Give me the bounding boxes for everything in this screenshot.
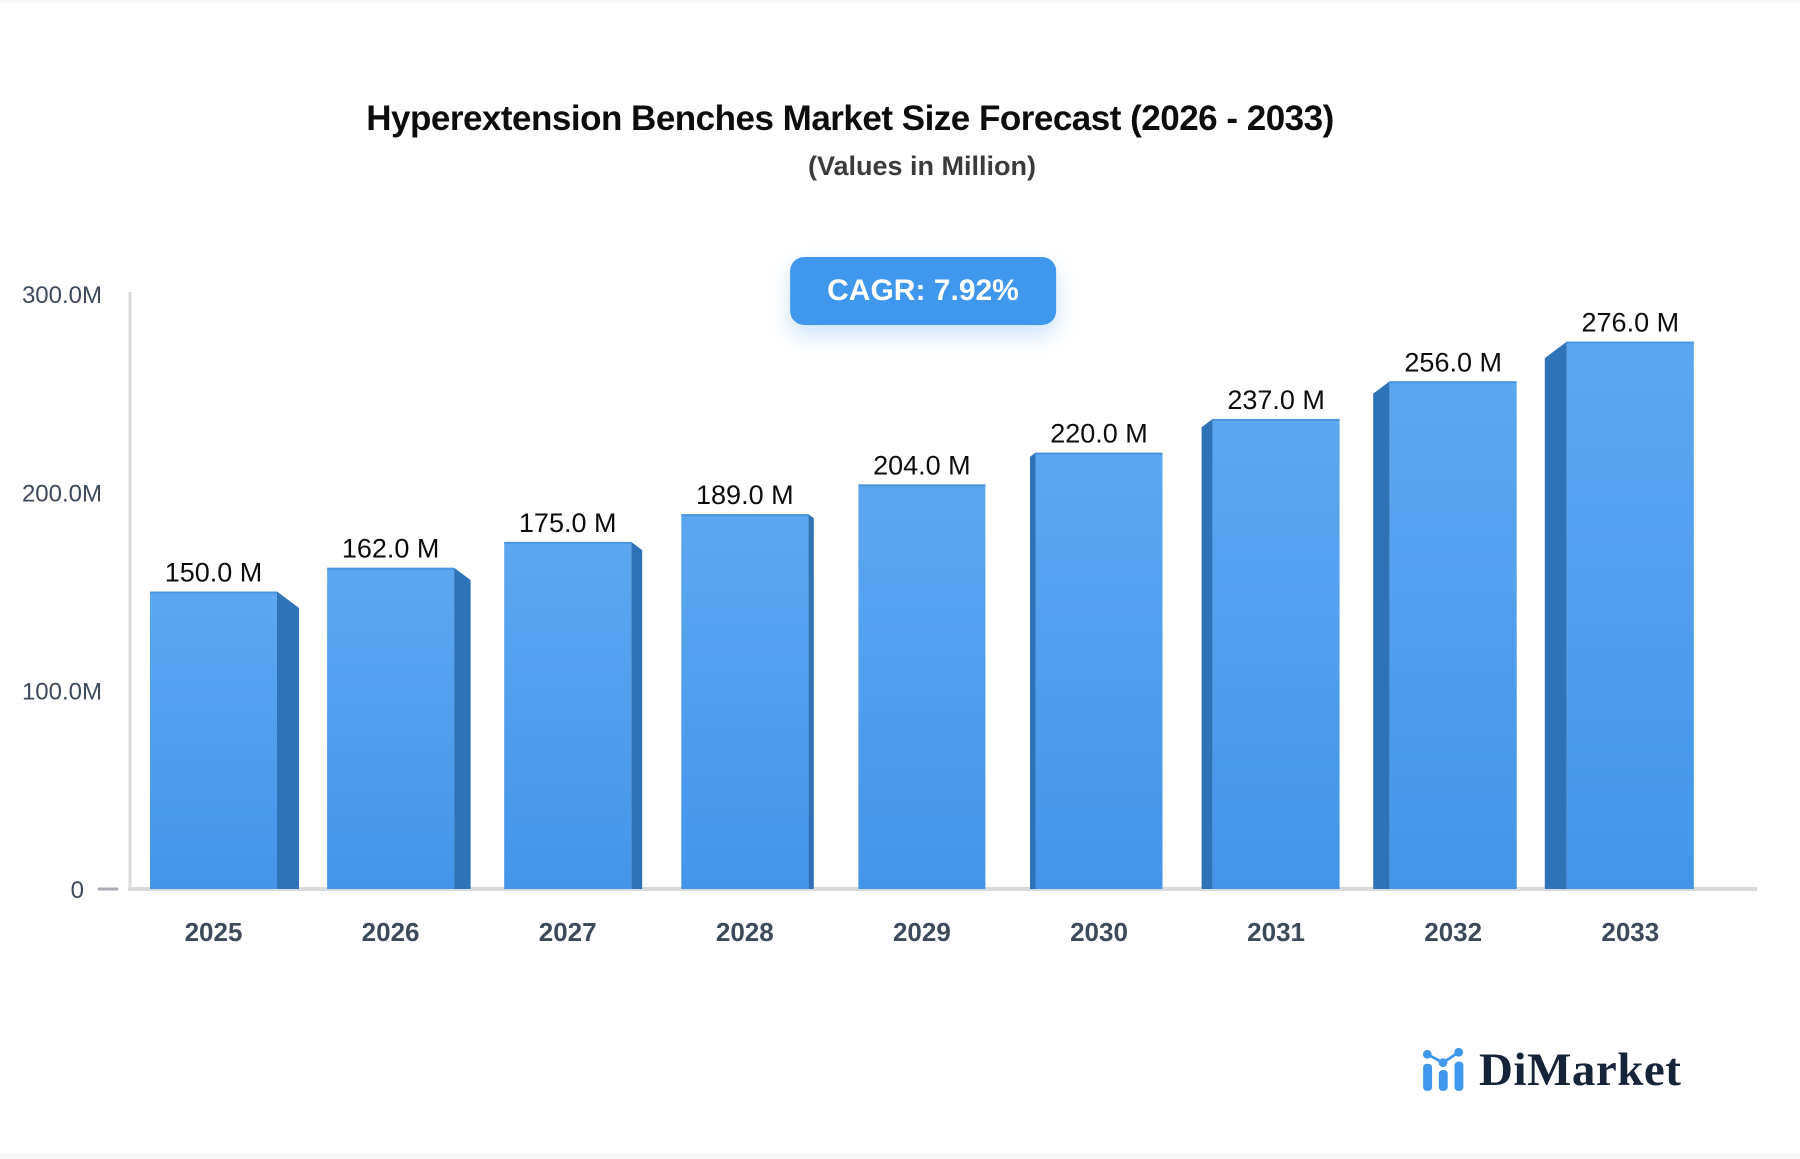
bar-side-face xyxy=(277,591,299,889)
bar-face xyxy=(150,591,277,889)
bar-group: 237.0 M 2031 xyxy=(1201,385,1340,947)
bar-value-label: 237.0 M xyxy=(1227,385,1325,415)
bar-value-label: 204.0 M xyxy=(873,450,971,480)
bar-value-label: 256.0 M xyxy=(1404,347,1502,377)
bar-group: 256.0 M 2032 xyxy=(1373,347,1517,947)
bar-group: 204.0 M 2029 xyxy=(858,450,986,947)
x-axis-label: 2026 xyxy=(362,917,420,947)
bar-value-label: 220.0 M xyxy=(1050,419,1148,449)
y-axis-label: 300.0M xyxy=(22,282,102,309)
bar-value-label: 175.0 M xyxy=(519,508,617,538)
bar-side-face xyxy=(1201,418,1213,889)
x-axis-label: 2033 xyxy=(1601,917,1659,947)
y-axis-label: 100.0M xyxy=(22,679,102,706)
bar-face xyxy=(504,541,632,889)
y-axis-label: 200.0M xyxy=(22,480,102,507)
x-axis-label: 2029 xyxy=(893,917,951,947)
chart-card: Hyperextension Benches Market Size Forec… xyxy=(0,3,1800,1153)
x-axis-label: 2031 xyxy=(1247,917,1305,947)
bar-value-label: 276.0 M xyxy=(1582,308,1680,338)
y-axis-label: 0 xyxy=(71,877,84,904)
bar-side-face xyxy=(1544,341,1567,890)
x-axis-label: 2032 xyxy=(1424,917,1482,947)
x-axis-label: 2027 xyxy=(539,917,597,947)
page-title: Hyperextension Benches Market Size Forec… xyxy=(366,99,1334,138)
bar-group: 189.0 M 2028 xyxy=(681,480,814,947)
bar-group: 276.0 M 2033 xyxy=(1544,308,1694,947)
bar-face xyxy=(327,567,455,889)
bar-value-label: 189.0 M xyxy=(696,480,794,510)
x-axis-label: 2028 xyxy=(716,917,774,947)
brand-name: DiMarket xyxy=(1479,1043,1682,1096)
bar-group: 150.0 M 2025 xyxy=(150,558,299,947)
bar-side-face xyxy=(454,567,471,889)
bar-side-face xyxy=(1373,381,1390,889)
cagr-badge: CAGR: 7.92% xyxy=(790,257,1056,325)
bar-face xyxy=(1566,341,1694,890)
bar-side-face xyxy=(808,514,814,889)
page-subtitle: (Values in Million) xyxy=(807,151,1037,181)
mini-bar-line-chart-icon xyxy=(1422,1047,1464,1091)
bar-value-label: 150.0 M xyxy=(165,558,263,588)
bar-value-label: 162.0 M xyxy=(342,534,440,564)
zero-tick-mark xyxy=(98,887,118,891)
y-axis-line xyxy=(128,292,132,890)
market-size-bar-chart: 300.0M 200.0M 100.0M 0 150.0 M 2025 162.0 M 202… xyxy=(22,282,1757,947)
bar-side-face xyxy=(631,541,643,889)
bar-face xyxy=(858,484,986,889)
bar-face xyxy=(1035,452,1163,889)
bar-side-face xyxy=(1030,452,1036,889)
bar-group: 175.0 M 2027 xyxy=(504,508,643,947)
brand-logo: DiMarket xyxy=(1420,1045,1681,1095)
bar-group: 162.0 M 2026 xyxy=(327,534,471,947)
bar-group: 220.0 M 2030 xyxy=(1030,419,1163,947)
x-axis-label: 2030 xyxy=(1070,917,1128,947)
bar-face xyxy=(681,514,809,889)
x-axis-label: 2025 xyxy=(185,917,243,947)
bar-face xyxy=(1212,418,1340,889)
bar-face xyxy=(1389,381,1517,889)
